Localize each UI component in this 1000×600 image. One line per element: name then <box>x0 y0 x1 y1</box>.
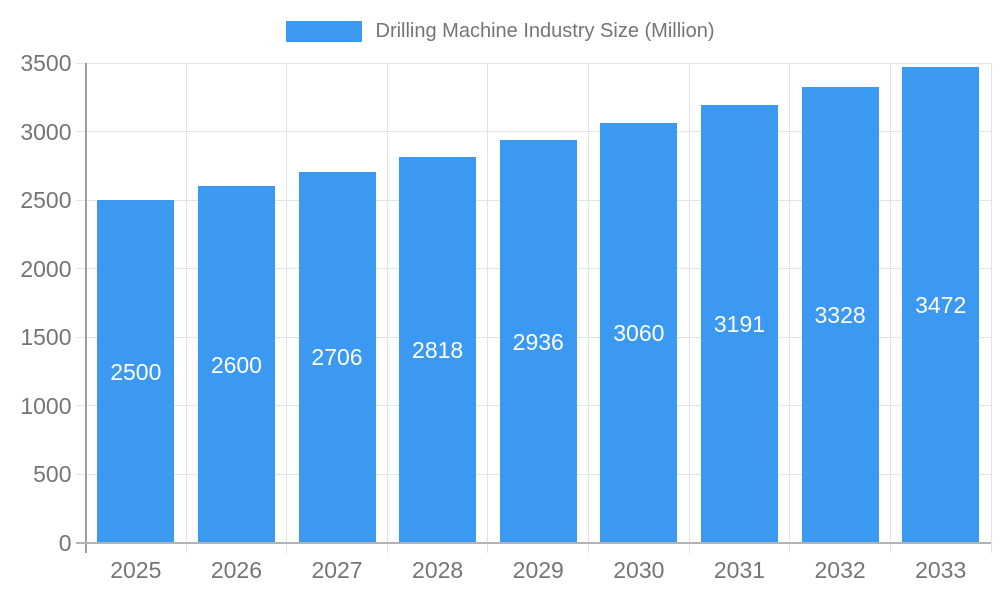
x-axis-tick-label: 2028 <box>412 557 464 583</box>
bar[interactable] <box>399 156 477 542</box>
bar[interactable] <box>197 186 275 542</box>
y-axis-line <box>84 63 87 553</box>
x-gridline <box>286 63 288 553</box>
bar[interactable] <box>97 200 175 542</box>
legend-label: Drilling Machine Industry Size (Million) <box>375 19 715 42</box>
y-axis-tick-label: 0 <box>58 530 72 556</box>
bar[interactable] <box>298 171 376 542</box>
y-axis-tick-label: 1000 <box>20 392 72 419</box>
x-axis-line <box>75 542 991 544</box>
y-axis-tick-label: 3500 <box>20 50 72 76</box>
legend-item[interactable]: Drilling Machine Industry Size (Million) <box>0 15 1000 47</box>
y-axis-tick-label: 500 <box>33 461 72 488</box>
x-axis-tick-label: 2029 <box>512 557 564 583</box>
y-axis-tick-label: 3000 <box>20 118 72 145</box>
bar[interactable] <box>700 105 778 542</box>
x-axis-tick-label: 2025 <box>110 557 162 583</box>
x-axis-tick-label: 2030 <box>613 557 665 583</box>
x-gridline <box>889 63 891 553</box>
y-gridline <box>75 62 991 64</box>
x-gridline <box>386 63 388 553</box>
bar[interactable] <box>902 66 980 542</box>
x-gridline <box>185 63 187 553</box>
y-axis-tick-label: 2000 <box>20 255 72 282</box>
legend-swatch <box>285 20 362 42</box>
bar[interactable] <box>801 86 879 542</box>
x-axis-tick-label: 2031 <box>713 557 766 583</box>
x-axis-tick-label: 2027 <box>311 557 363 583</box>
bar[interactable] <box>499 140 577 542</box>
x-axis-tick-label: 2026 <box>210 557 262 583</box>
x-gridline <box>990 63 992 553</box>
y-axis-tick-label: 1500 <box>20 324 72 351</box>
y-gridline <box>75 131 991 133</box>
y-axis-tick-label: 2500 <box>20 187 72 214</box>
x-axis-tick-label: 2033 <box>915 557 967 583</box>
x-gridline <box>789 63 791 553</box>
x-axis-tick-label: 2032 <box>814 557 866 583</box>
x-gridline <box>487 63 489 553</box>
x-gridline <box>688 63 690 553</box>
x-gridline <box>588 63 590 553</box>
bar[interactable] <box>600 123 678 542</box>
